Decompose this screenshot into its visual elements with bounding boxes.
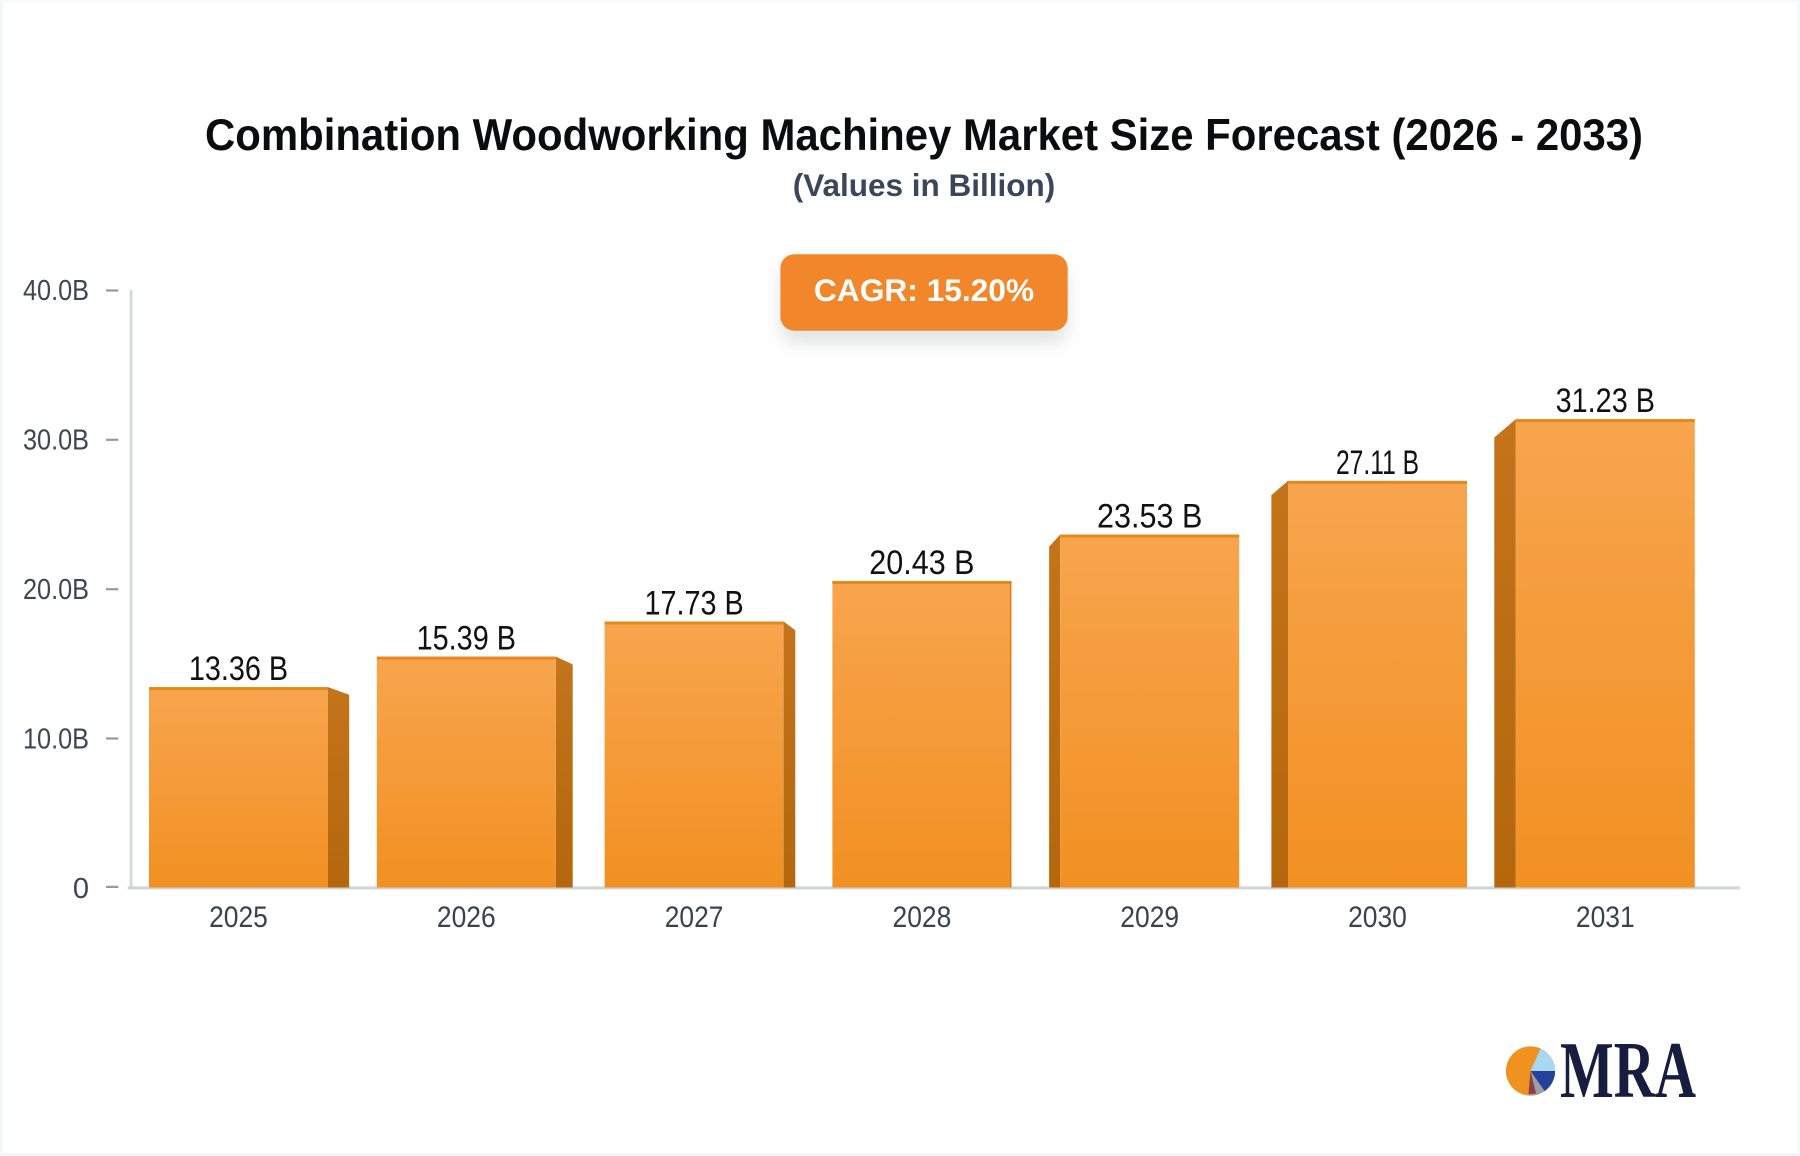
svg-text:10.0B: 10.0B	[23, 724, 89, 756]
svg-text:13.36 B: 13.36 B	[189, 650, 288, 688]
svg-text:31.23 B: 31.23 B	[1556, 382, 1655, 420]
svg-text:2027: 2027	[665, 901, 724, 934]
svg-text:20.0B: 20.0B	[23, 574, 89, 606]
svg-text:0: 0	[73, 873, 89, 905]
svg-text:15.39 B: 15.39 B	[417, 620, 516, 658]
svg-text:17.73 B: 17.73 B	[644, 585, 743, 623]
svg-text:27.11 B: 27.11 B	[1336, 444, 1419, 482]
svg-text:40.0B: 40.0B	[23, 275, 89, 307]
svg-text:Combination Woodworking Machin: Combination Woodworking Machiney Market …	[205, 111, 1643, 160]
svg-text:23.53 B: 23.53 B	[1097, 498, 1202, 536]
svg-text:30.0B: 30.0B	[23, 425, 89, 457]
svg-text:CAGR: 15.20%: CAGR: 15.20%	[814, 272, 1034, 308]
svg-text:2031: 2031	[1576, 901, 1635, 934]
svg-text:20.43 B: 20.43 B	[869, 544, 974, 582]
svg-text:2025: 2025	[209, 901, 268, 934]
svg-text:2028: 2028	[893, 901, 952, 934]
svg-text:2029: 2029	[1120, 901, 1179, 934]
svg-text:MRA: MRA	[1560, 1027, 1696, 1115]
svg-text:2026: 2026	[437, 901, 496, 934]
svg-text:(Values in Billion): (Values in Billion)	[793, 167, 1056, 203]
svg-text:2030: 2030	[1348, 901, 1407, 934]
